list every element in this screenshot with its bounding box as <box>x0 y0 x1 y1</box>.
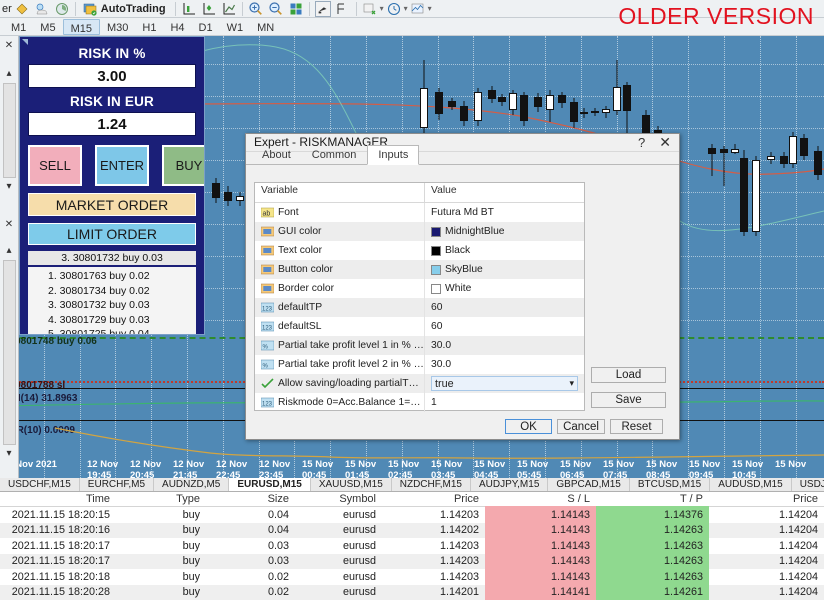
svg-text:%: % <box>263 364 269 370</box>
svg-text:123: 123 <box>262 307 273 313</box>
svg-text:%: % <box>263 345 269 351</box>
svg-text:123: 123 <box>262 402 273 408</box>
svg-text:ab: ab <box>263 211 271 218</box>
svg-text:123: 123 <box>262 326 273 332</box>
